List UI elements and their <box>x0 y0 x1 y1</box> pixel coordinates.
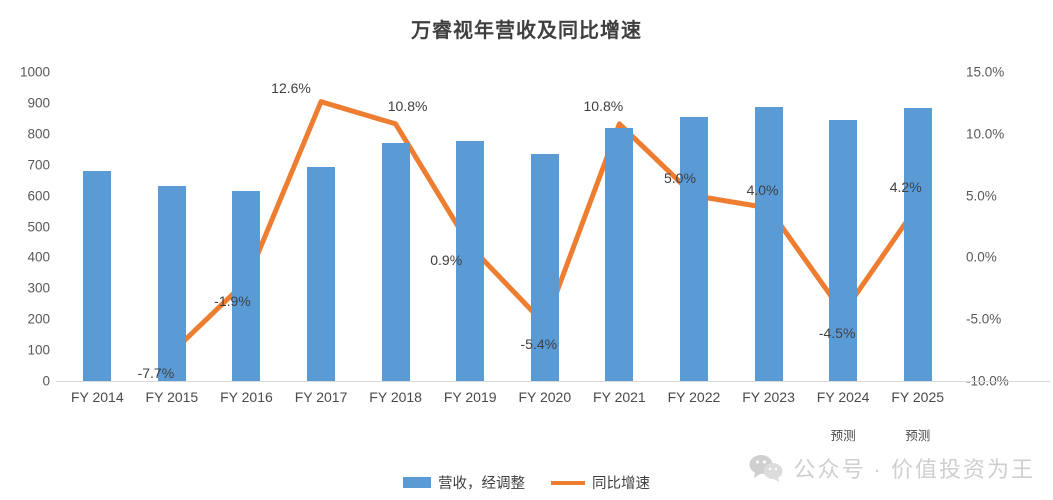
x-axis-sublabel-fy-2024: 预测 <box>830 429 856 443</box>
right-axis-tick: 15.0% <box>966 64 1005 80</box>
x-axis-label-fy-2024: FY 2024 <box>816 389 870 405</box>
watermark: 公众号 · 价值投资为王 <box>749 452 1035 484</box>
legend-bar-swatch-icon <box>403 477 431 488</box>
plot-area: -7.7% -1.9% 12.6% 10.8% 0.9% -5.4% 10.8% 5.0% 4.… <box>60 72 955 381</box>
x-axis-label-fy-2021: FY 2021 <box>593 389 646 405</box>
data-label-fy-2023: 4.0% <box>746 181 779 198</box>
right-axis-tick: 10.0% <box>966 126 1005 142</box>
data-label-fy-2016: -1.9% <box>214 292 251 309</box>
bar-fy-2016 <box>232 190 261 381</box>
legend-line-swatch-icon <box>551 480 585 485</box>
x-axis-label-fy-2016: FY 2016 <box>220 389 273 405</box>
left-axis-tick: 100 <box>27 342 50 358</box>
left-axis-tick: 0 <box>42 373 50 389</box>
bar-fy-2019 <box>456 140 485 381</box>
data-label-fy-2015: -7.7% <box>137 364 175 381</box>
right-axis-tick: 5.0% <box>966 188 997 204</box>
data-label-fy-2022: 5.0% <box>663 169 696 186</box>
left-axis-tick: 400 <box>27 249 50 265</box>
axis-baseline <box>56 381 1050 382</box>
x-axis-label-fy-2023: FY 2023 <box>742 389 795 405</box>
bar-fy-2015 <box>157 186 186 381</box>
legend-label-growth: 同比增速 <box>592 476 650 492</box>
watermark-text: 公众号 · 价值投资为王 <box>793 457 1035 482</box>
bar-fy-2020 <box>530 153 559 381</box>
x-axis-label-fy-2022: FY 2022 <box>667 389 721 405</box>
x-axis-sublabel-fy-2025: 预测 <box>905 429 931 443</box>
x-axis-label-fy-2017: FY 2017 <box>294 389 348 405</box>
data-label-fy-2017: 12.6% <box>271 79 311 96</box>
legend-item-growth[interactable]: 同比增速 <box>551 472 650 493</box>
bar-fy-2017 <box>307 166 336 381</box>
bar-fy-2022 <box>679 116 708 381</box>
x-axis-label-fy-2019: FY 2019 <box>443 389 497 405</box>
data-label-fy-2019: 0.9% <box>430 252 463 269</box>
x-axis-label-fy-2020: FY 2020 <box>518 389 572 405</box>
left-axis-tick: 1000 <box>19 64 50 80</box>
right-axis-tick: -5.0% <box>966 311 1002 327</box>
legend-item-revenue[interactable]: 营收，经调整 <box>403 472 525 493</box>
left-axis-tick: 300 <box>27 280 50 296</box>
chart-legend: 营收，经调整 同比增速 <box>0 472 1053 493</box>
data-label-fy-2021: 10.8% <box>583 97 624 114</box>
bar-fy-2023 <box>754 107 783 381</box>
x-axis-label-fy-2025: FY 2025 <box>891 389 945 405</box>
left-axis-tick: 900 <box>27 95 50 111</box>
left-axis-tick: 700 <box>27 157 50 173</box>
data-label-fy-2025: 4.2% <box>889 179 922 196</box>
left-axis-tick: 200 <box>27 311 50 327</box>
right-percent-axis: -10.0% -5.0% 0.0% 5.0% 10.0% 15.0% <box>962 65 1042 389</box>
page-title: 万睿视年营收及同比增速 <box>411 20 642 42</box>
bar-fy-2025 <box>903 108 932 381</box>
x-axis-label-fy-2018: FY 2018 <box>369 389 422 405</box>
legend-label-revenue: 营收，经调整 <box>438 476 525 492</box>
data-label-fy-2020: -5.4% <box>520 336 558 353</box>
left-axis-tick: 500 <box>27 219 50 234</box>
bar-fy-2024 <box>829 119 858 381</box>
wechat-icon <box>749 455 783 482</box>
x-axis-label-fy-2015: FY 2015 <box>145 389 199 405</box>
left-axis-tick: 600 <box>27 188 50 204</box>
category-axis: FY 2014 FY 2015 FY 2016 FY 2017 FY 2018 FY 20… <box>60 389 955 443</box>
right-axis-tick: 0.0% <box>966 249 997 265</box>
left-axis-tick: 800 <box>27 126 50 142</box>
left-value-axis: 0 100 200 300 400 500 600 700 800 900 1000 <box>0 65 54 389</box>
x-axis-label-fy-2014: FY 2014 <box>70 389 124 405</box>
bar-fy-2014 <box>83 170 112 381</box>
bar-fy-2018 <box>381 143 410 381</box>
data-label-fy-2024: -4.5% <box>818 325 856 342</box>
bar-fy-2021 <box>605 127 634 381</box>
data-label-fy-2018: 10.8% <box>387 97 428 114</box>
